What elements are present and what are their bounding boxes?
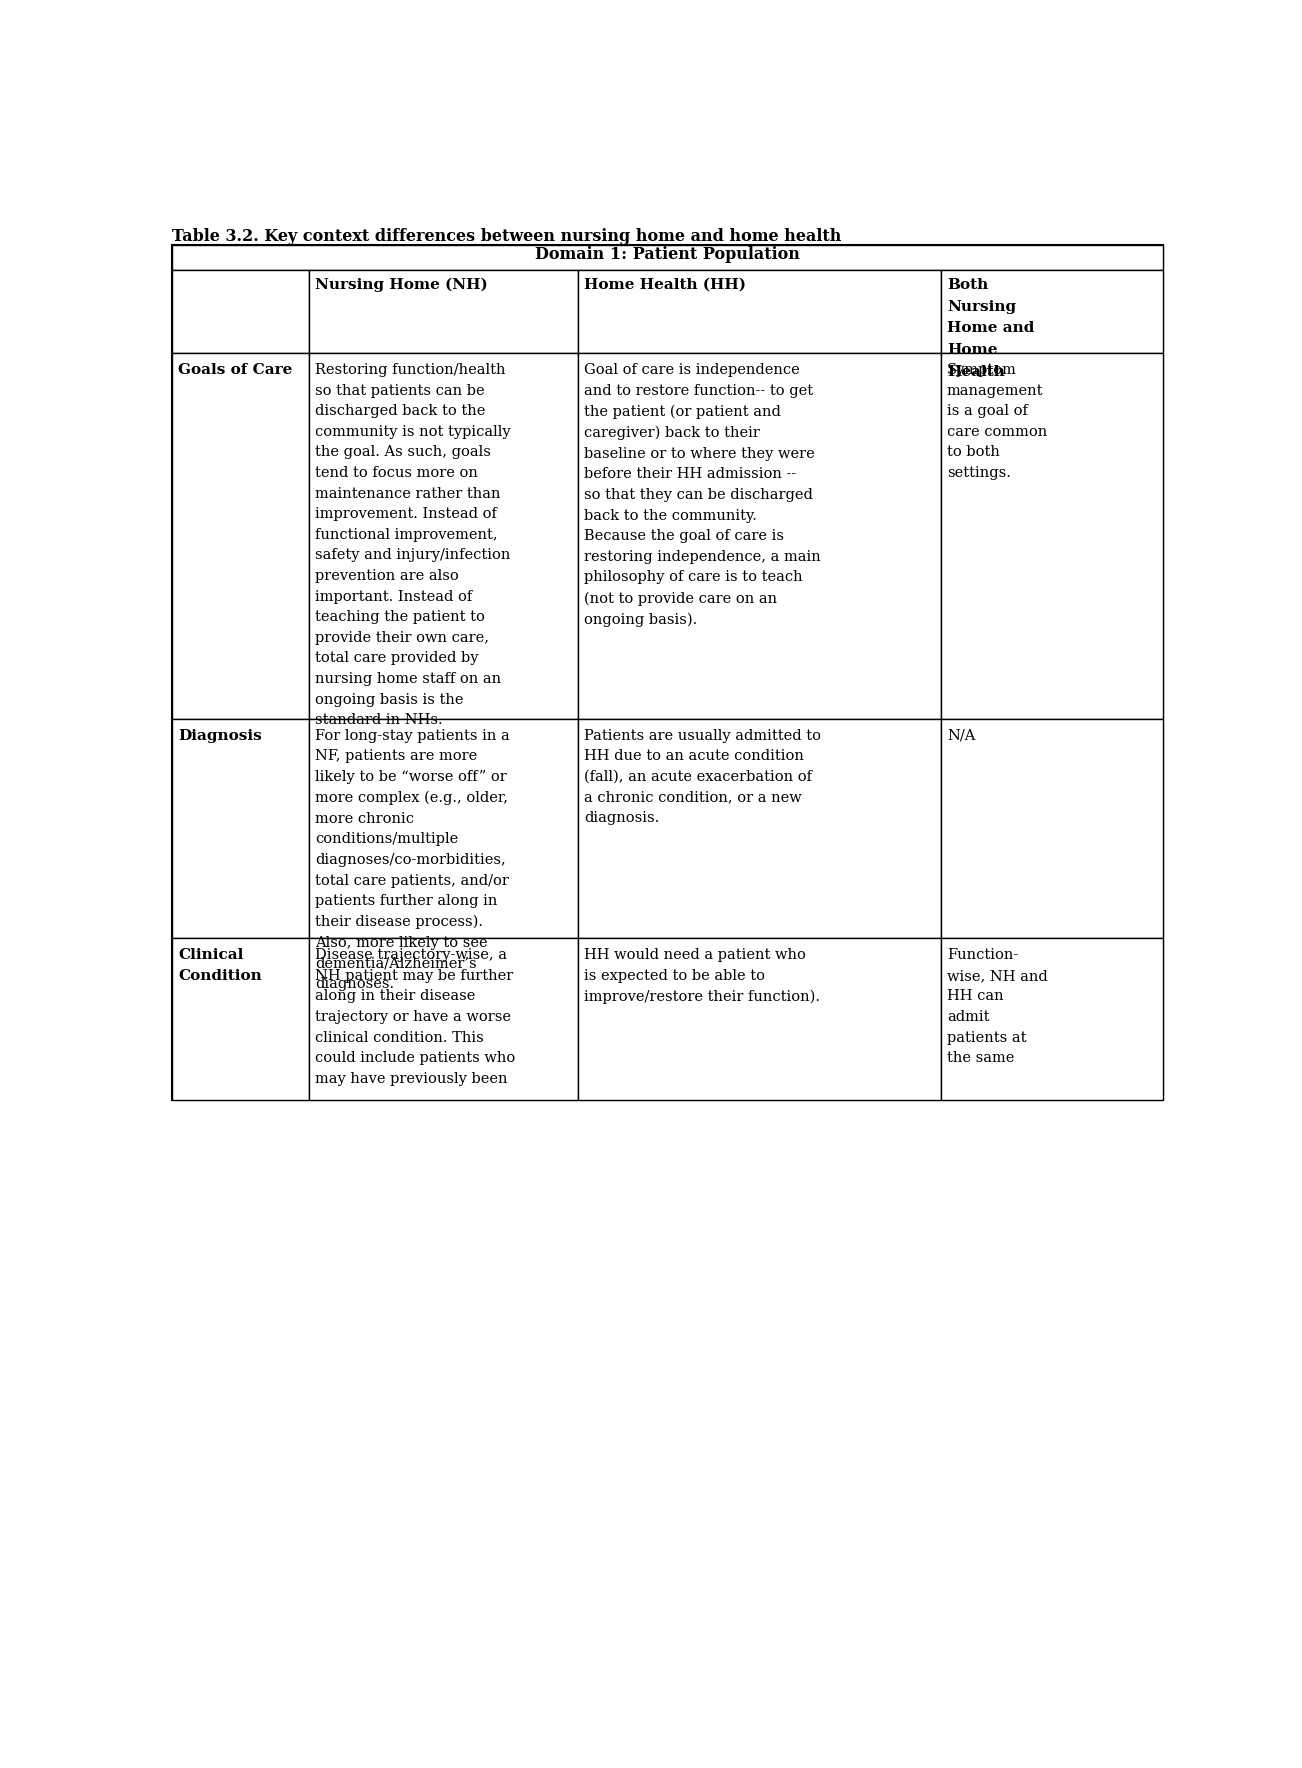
Text: Symptom
management
is a goal of
care common
to both
settings.: Symptom management is a goal of care com…	[947, 362, 1047, 481]
Bar	[578, 354, 940, 720]
Bar	[172, 244, 1163, 1100]
Text: Table 3.2. Key context differences between nursing home and home health: Table 3.2. Key context differences betwe…	[172, 228, 841, 244]
Bar	[172, 720, 309, 939]
Bar	[940, 720, 1163, 939]
Bar	[578, 939, 940, 1100]
Bar	[578, 720, 940, 939]
Bar	[172, 939, 309, 1100]
Text: Function-
wise, NH and
HH can
admit
patients at
the same: Function- wise, NH and HH can admit pati…	[947, 948, 1048, 1066]
Bar	[309, 271, 578, 354]
Bar	[172, 354, 309, 720]
Text: Clinical
Condition: Clinical Condition	[178, 948, 262, 983]
Text: HH would need a patient who
is expected to be able to
improve/restore their func: HH would need a patient who is expected …	[585, 948, 820, 1004]
Bar	[940, 939, 1163, 1100]
Text: N/A: N/A	[947, 728, 975, 743]
Bar	[309, 939, 578, 1100]
Text: For long-stay patients in a
NF, patients are more
likely to be “worse off” or
mo: For long-stay patients in a NF, patients…	[315, 728, 509, 992]
Text: Both
Nursing
Home and
Home
Health: Both Nursing Home and Home Health	[947, 278, 1034, 380]
Text: Goals of Care: Goals of Care	[178, 362, 293, 377]
Text: Goal of care is independence
and to restore function-- to get
the patient (or pa: Goal of care is independence and to rest…	[585, 362, 822, 628]
Bar	[309, 354, 578, 720]
Text: Domain 1: Patient Population: Domain 1: Patient Population	[535, 246, 799, 263]
Bar	[940, 271, 1163, 354]
Bar	[578, 271, 940, 354]
Bar	[309, 720, 578, 939]
Text: Disease trajectory-wise, a
NH patient may be further
along in their disease
traj: Disease trajectory-wise, a NH patient ma…	[315, 948, 516, 1086]
Text: Home Health (HH): Home Health (HH)	[585, 278, 746, 292]
Bar	[172, 244, 1163, 271]
Text: Diagnosis: Diagnosis	[178, 728, 262, 743]
Bar	[940, 354, 1163, 720]
Text: Patients are usually admitted to
HH due to an acute condition
(fall), an acute e: Patients are usually admitted to HH due …	[585, 728, 822, 826]
Text: Nursing Home (NH): Nursing Home (NH)	[315, 278, 488, 292]
Text: Restoring function/health
so that patients can be
discharged back to the
communi: Restoring function/health so that patien…	[315, 362, 510, 727]
Bar	[172, 271, 309, 354]
